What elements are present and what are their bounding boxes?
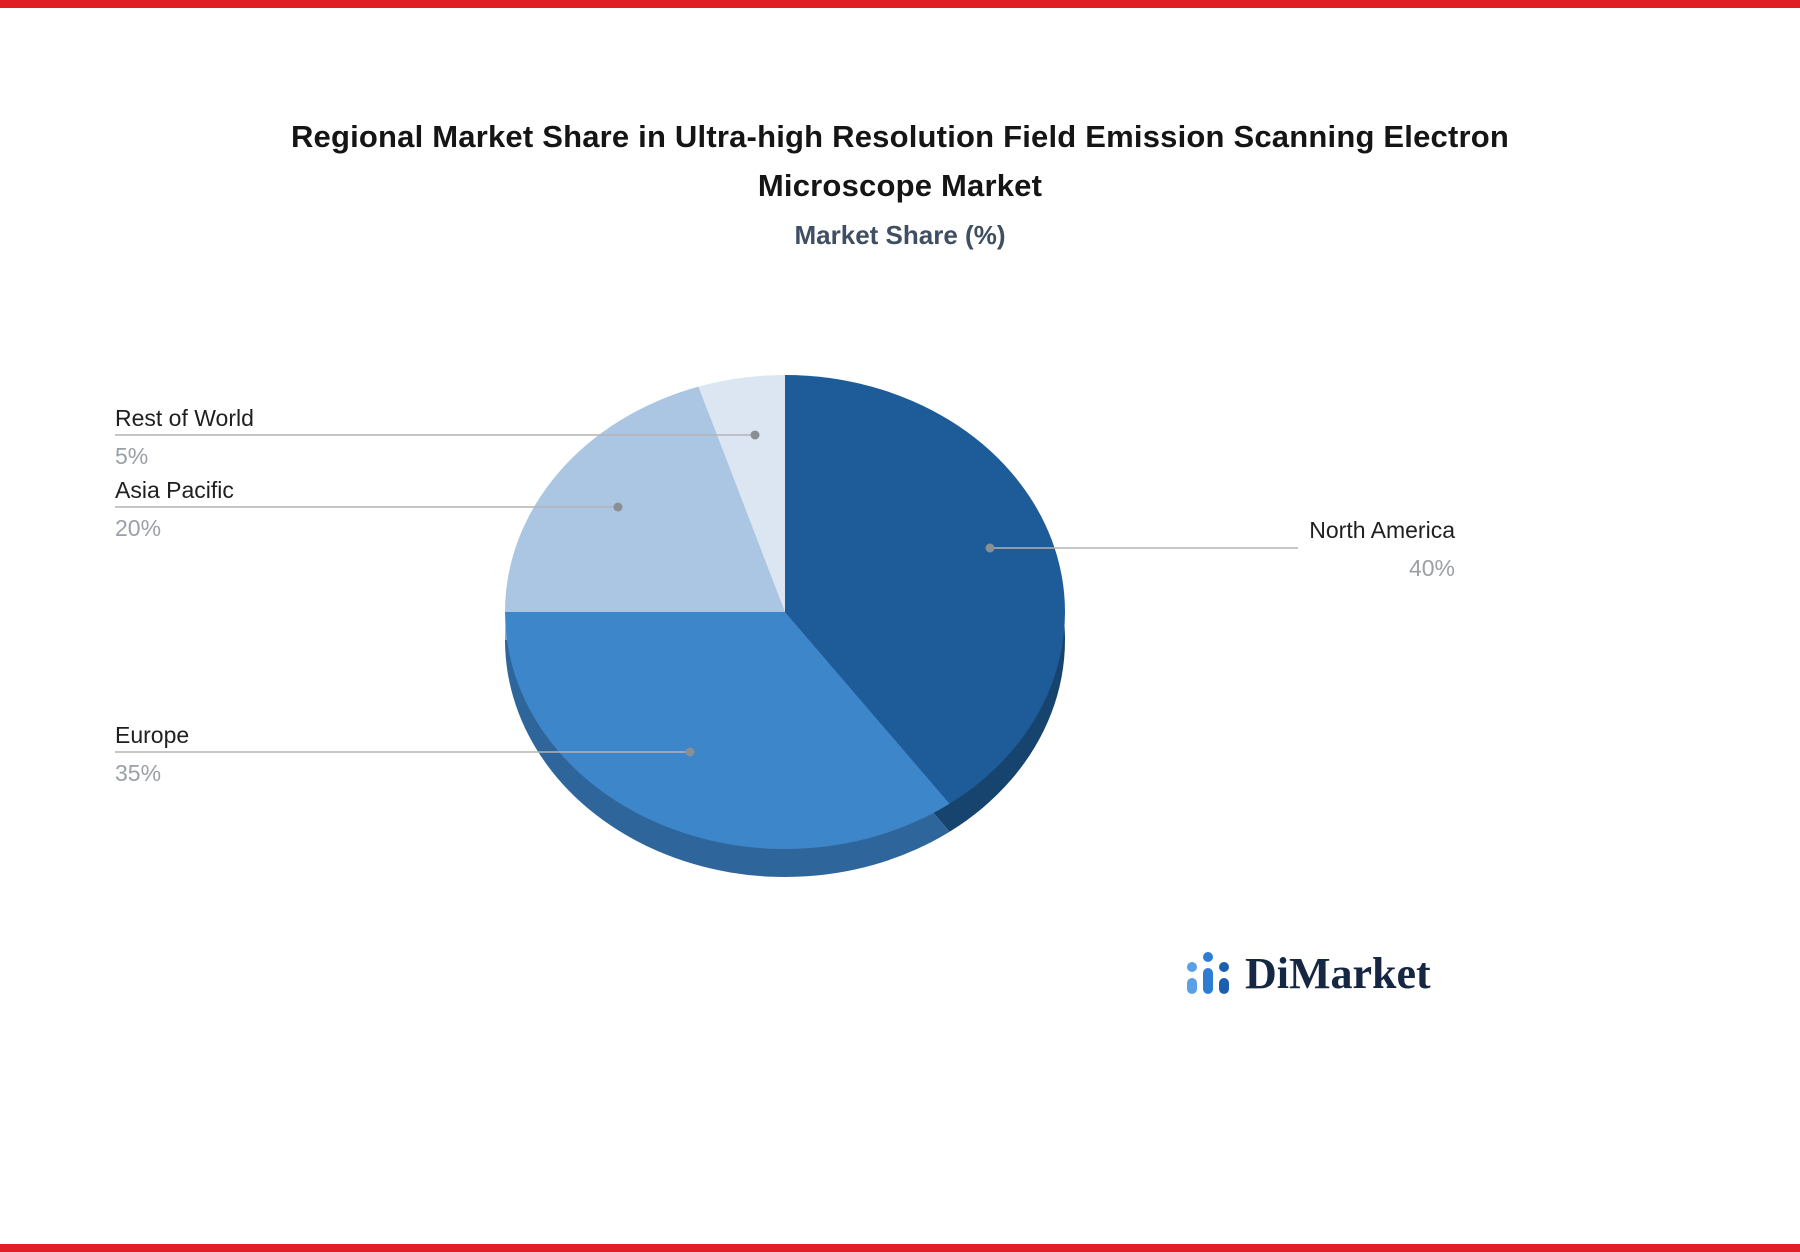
leader-dot-rest-of-world: [750, 430, 760, 440]
chart-header: Regional Market Share in Ultra-high Reso…: [0, 112, 1800, 251]
callout-europe: Europe 35%: [115, 720, 189, 788]
callout-rest-of-world: Rest of World 5%: [115, 403, 254, 471]
chart-title-line2: Microscope Market: [757, 168, 1043, 203]
callout-value: 5%: [115, 443, 149, 469]
pie-slice-europe: [505, 612, 950, 849]
leader-dot-europe: [685, 747, 695, 757]
chart-title-line1: Regional Market Share in Ultra-high Reso…: [290, 119, 1510, 154]
pie-slice-asia-pacific: [505, 386, 785, 612]
callout-asia-pacific: Asia Pacific 20%: [115, 475, 234, 543]
bar-chart-icon: [1187, 952, 1229, 994]
callout-label: Asia Pacific: [115, 477, 234, 503]
logo-text: DiMarket: [1245, 949, 1431, 998]
leader-dot-asia-pacific: [613, 502, 623, 512]
pie-slice-north-america: [785, 375, 1065, 804]
top-border: [0, 0, 1800, 8]
callout-value: 20%: [115, 515, 162, 541]
chart-subtitle: Market Share (%): [794, 220, 1006, 250]
bottom-border: [0, 1244, 1800, 1252]
callout-value: 35%: [115, 760, 162, 786]
leader-dot-north-america: [985, 543, 995, 553]
callout-label: Rest of World: [115, 405, 254, 431]
callout-label: Europe: [115, 722, 190, 748]
pie-slice-rest-of-world: [698, 375, 785, 612]
callout-label: North America: [1309, 517, 1455, 543]
dimarket-logo: DiMarket: [1185, 948, 1431, 996]
callout-north-america: North America 40%: [1309, 515, 1455, 583]
callout-value: 40%: [1408, 555, 1455, 581]
